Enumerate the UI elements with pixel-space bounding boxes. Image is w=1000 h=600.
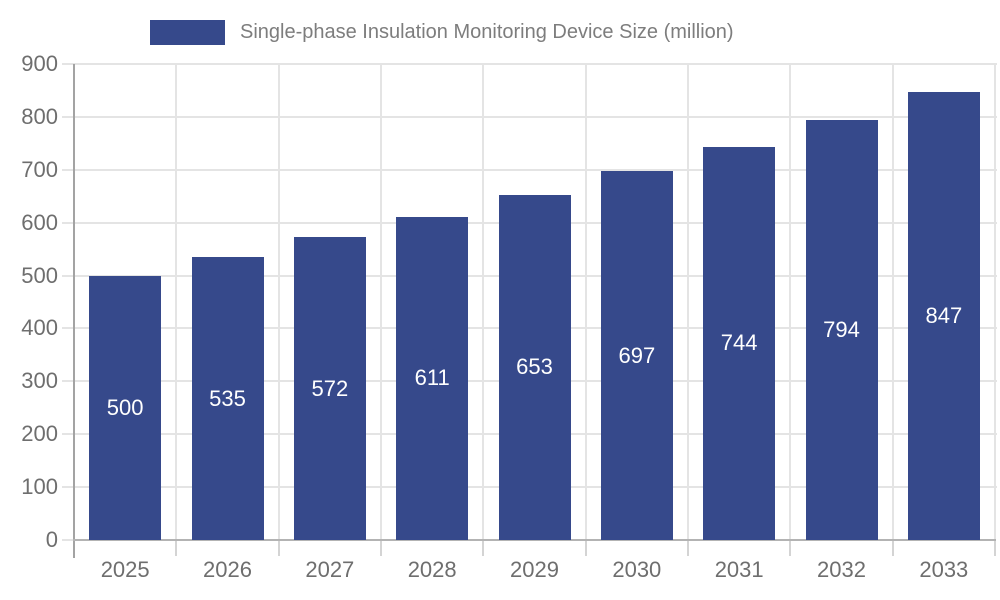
x-tick-label: 2033 [919, 557, 969, 582]
legend-label: Single-phase Insulation Monitoring Devic… [240, 21, 734, 43]
gridline-vertical [891, 64, 894, 540]
x-axis-tick [687, 540, 689, 556]
y-tick-label: 700 [21, 156, 58, 182]
bar [805, 120, 878, 540]
y-tick-label: 300 [21, 368, 58, 394]
gridline-vertical [584, 64, 587, 540]
gridline-vertical [380, 64, 382, 540]
x-axis-tick [994, 540, 996, 556]
legend-swatch [150, 20, 225, 45]
bar-value-label: 744 [720, 330, 758, 356]
bar [907, 92, 980, 540]
gridline-vertical [789, 64, 792, 540]
x-tick-label: 2028 [407, 557, 457, 582]
y-tick-label: 200 [21, 421, 58, 447]
x-axis-tick [482, 540, 485, 556]
x-tick-label: 2032 [817, 557, 866, 582]
gridline-vertical [994, 64, 996, 540]
bar [498, 194, 571, 540]
y-axis-zero-tick [62, 539, 74, 541]
y-axis-line [73, 64, 75, 558]
bar-value-label: 697 [618, 342, 656, 368]
legend-item[interactable]: Single-phase Insulation Monitoring Devic… [150, 20, 734, 45]
bar [89, 275, 162, 540]
bar-value-label: 794 [823, 317, 860, 343]
bar [396, 216, 469, 540]
bar [703, 146, 776, 540]
bar-value-label: 572 [311, 375, 349, 401]
x-tick-label: 2025 [100, 557, 150, 582]
x-axis-line [73, 539, 996, 541]
gridline-vertical [687, 64, 689, 540]
y-tick-label: 600 [21, 209, 58, 235]
gridline-horizontal [62, 115, 997, 118]
gridline-horizontal [62, 168, 997, 171]
bar [600, 171, 673, 540]
x-axis-tick [277, 540, 280, 556]
gridline-vertical [277, 64, 280, 540]
bar-value-label: 611 [414, 365, 450, 391]
gridline-vertical [175, 64, 178, 540]
y-tick-label: 500 [21, 262, 58, 288]
x-axis-tick [175, 540, 178, 556]
y-tick-label: 400 [21, 315, 58, 341]
bar-value-label: 535 [209, 385, 246, 411]
gridline-horizontal [62, 63, 997, 65]
x-tick-label: 2027 [305, 557, 355, 582]
y-tick-label: 100 [21, 474, 58, 500]
y-tick-label: 0 [45, 527, 58, 552]
bar-value-label: 500 [106, 394, 144, 420]
y-tick-label: 900 [21, 51, 58, 76]
x-tick-label: 2031 [714, 557, 764, 582]
bar [191, 257, 264, 540]
gridline-vertical [482, 64, 485, 540]
x-tick-label: 2029 [510, 557, 559, 582]
x-tick-label: 2030 [612, 557, 662, 582]
y-tick-label: 800 [21, 103, 58, 129]
x-axis-tick [789, 540, 792, 556]
x-tick-label: 2026 [203, 557, 252, 582]
x-axis-tick [584, 540, 587, 556]
x-axis-tick [891, 540, 894, 556]
x-axis-tick [380, 540, 382, 556]
bar [293, 237, 366, 540]
bar-value-label: 653 [516, 354, 553, 380]
bar-value-label: 847 [925, 303, 963, 328]
